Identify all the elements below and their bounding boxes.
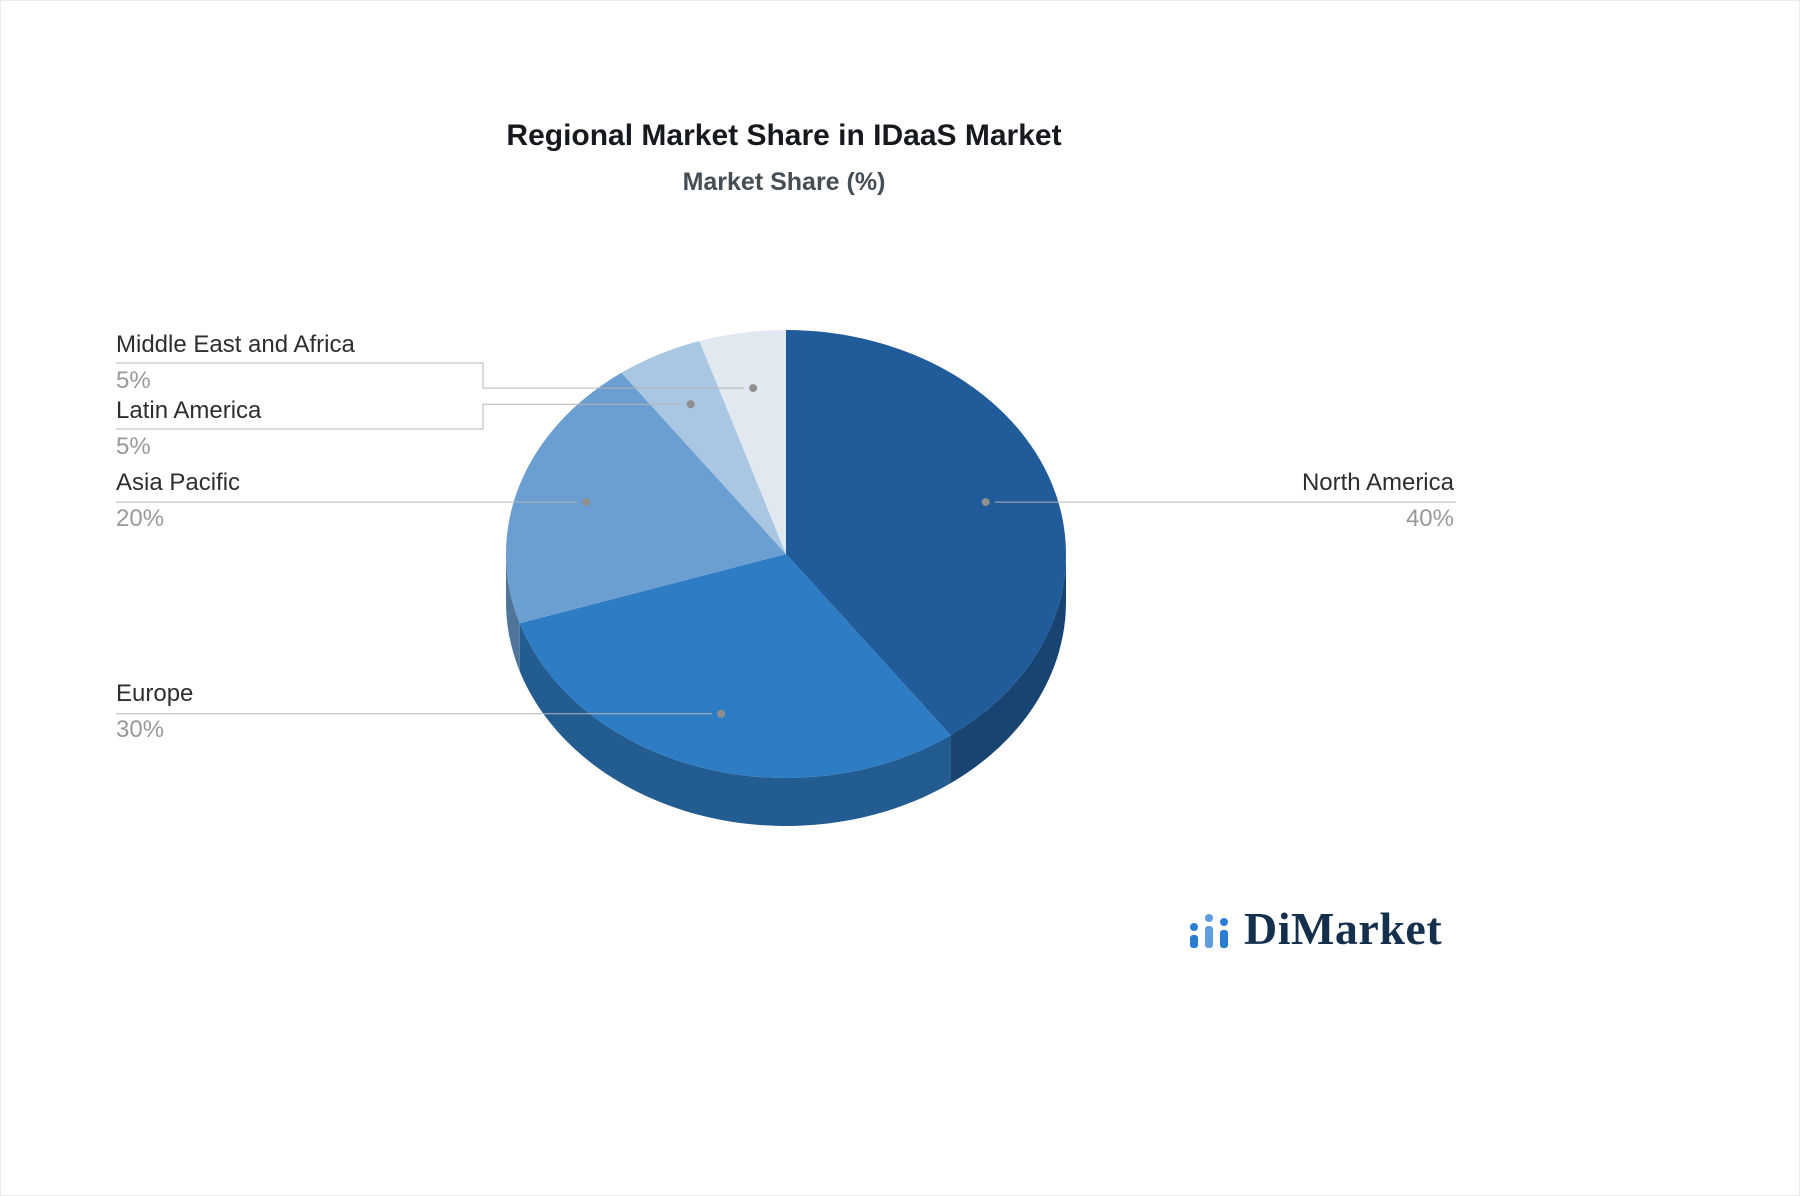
- pie-slice-middle-east-and-africa: [699, 330, 786, 554]
- callout-label-latin-america: Latin America: [116, 397, 262, 424]
- pie-slice-north-america: [786, 330, 1066, 736]
- pie-slice-side-asia-pacific: [506, 554, 520, 672]
- callout-value-asia-pacific: 20%: [116, 505, 165, 532]
- pie-slice-latin-america: [621, 340, 786, 554]
- leader-dot: [749, 384, 758, 393]
- callout-label-middle-east-and-africa: Middle East and Africa: [116, 331, 355, 358]
- logo: DiMarket: [1186, 902, 1442, 955]
- leader-line: [116, 362, 745, 389]
- callout-value-middle-east-and-africa: 5%: [116, 367, 151, 394]
- bar-chart-logo-icon: [1190, 913, 1228, 948]
- callout-label-asia-pacific: Asia Pacific: [116, 469, 241, 496]
- page-title: Regional Market Share in IDaaS Market: [506, 119, 1062, 152]
- callout-label-north-america: North America: [1301, 469, 1454, 496]
- leader-line: [116, 403, 682, 430]
- page-subtitle: Market Share (%): [682, 168, 886, 196]
- pie-slice-side-north-america: [950, 554, 1066, 784]
- pie-slice-europe: [519, 554, 951, 779]
- logo-text: DiMarket: [1244, 903, 1443, 954]
- callout-value-north-america: 40%: [1405, 505, 1454, 532]
- callout-value-latin-america: 5%: [116, 433, 151, 460]
- callout-value-europe: 30%: [116, 716, 165, 743]
- pie-slice-side-europe: [519, 623, 951, 826]
- callout-label-europe: Europe: [116, 680, 194, 707]
- leader-dot: [582, 498, 591, 507]
- leader-dot: [717, 709, 726, 718]
- leader-dot: [981, 498, 990, 507]
- leader-dot: [686, 400, 695, 409]
- pie-slice-asia-pacific: [506, 372, 786, 624]
